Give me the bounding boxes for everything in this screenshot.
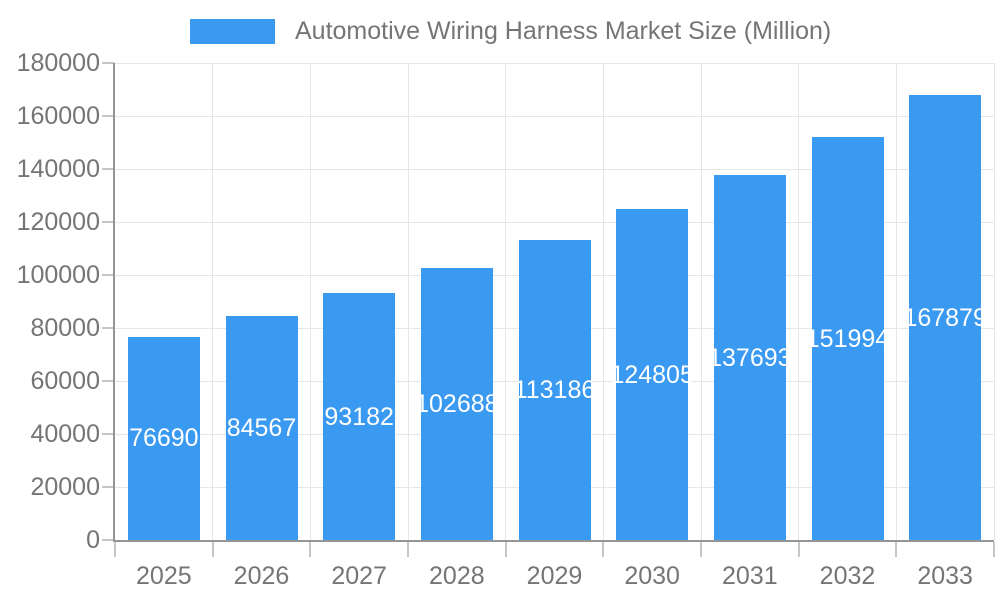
h-gridline [115,115,994,117]
bar[interactable] [811,137,884,540]
x-tick [700,542,702,557]
bar[interactable] [323,293,396,540]
bar[interactable] [127,336,200,540]
x-tick [114,542,116,557]
x-axis-label: 2030 [624,562,680,590]
y-axis-label: 180000 [16,49,100,77]
x-axis-label: 2026 [233,562,290,590]
y-tick [102,62,114,64]
legend-swatch [190,19,275,44]
x-tick [895,542,898,557]
y-axis-label: 120000 [16,208,100,236]
v-gridline [212,63,214,540]
v-gridline [309,63,311,540]
legend-label: Automotive Wiring Harness Market Size (M… [295,17,832,45]
x-axis-label: 2028 [429,562,485,590]
x-tick [504,542,507,557]
y-axis-line [113,63,115,542]
v-gridline [993,63,995,540]
y-tick [102,274,114,276]
bar[interactable] [713,175,786,540]
v-gridline [895,63,897,540]
y-axis-label: 0 [86,526,100,554]
bar-value-label: 76690 [129,424,199,453]
v-gridline [407,63,409,540]
bar-value-label: 113186 [513,376,596,405]
bar-value-label: 124805 [610,360,694,389]
chart-legend[interactable]: Automotive Wiring Harness Market Size (M… [190,19,831,44]
y-axis-label: 60000 [30,367,100,395]
x-tick [602,542,605,557]
x-tick [211,542,214,557]
y-axis-label: 160000 [16,102,100,130]
bar[interactable] [420,267,493,540]
y-axis-label: 140000 [16,155,100,183]
h-gridline [115,221,994,223]
y-tick [102,115,114,117]
bar[interactable] [225,315,298,540]
y-axis-label: 80000 [30,314,100,342]
bar-value-label: 102688 [415,389,499,418]
x-tick [993,542,995,557]
bar-value-label: 167879 [903,303,987,332]
y-tick [102,221,114,223]
bar-value-label: 151994 [805,324,890,353]
h-gridline [115,62,994,64]
h-gridline [115,168,994,170]
y-tick [102,327,114,329]
x-tick [309,542,312,557]
y-tick [102,380,114,382]
x-axis-label: 2033 [917,562,973,590]
y-tick [102,168,114,170]
bar[interactable] [616,209,689,540]
y-axis-label: 20000 [30,473,100,501]
bar-value-label: 137693 [708,343,792,372]
x-axis-label: 2029 [526,562,583,590]
bar-value-label: 84567 [226,413,297,442]
v-gridline [505,63,507,540]
v-gridline [798,63,800,540]
y-axis-label: 100000 [16,261,100,289]
y-axis-label: 40000 [30,420,100,448]
x-axis-label: 2031 [722,562,778,590]
bar[interactable] [518,240,591,540]
x-tick [407,542,409,557]
bar[interactable] [909,95,982,540]
v-gridline [700,63,702,540]
x-axis-line [113,540,994,542]
y-tick [102,486,114,488]
x-tick [797,542,800,557]
x-axis-label: 2025 [136,562,192,590]
y-tick [102,433,114,435]
x-axis-label: 2032 [819,562,876,590]
y-tick [102,539,114,541]
bar-value-label: 93182 [324,402,394,431]
v-gridline [602,63,604,540]
x-axis-label: 2027 [331,562,387,590]
